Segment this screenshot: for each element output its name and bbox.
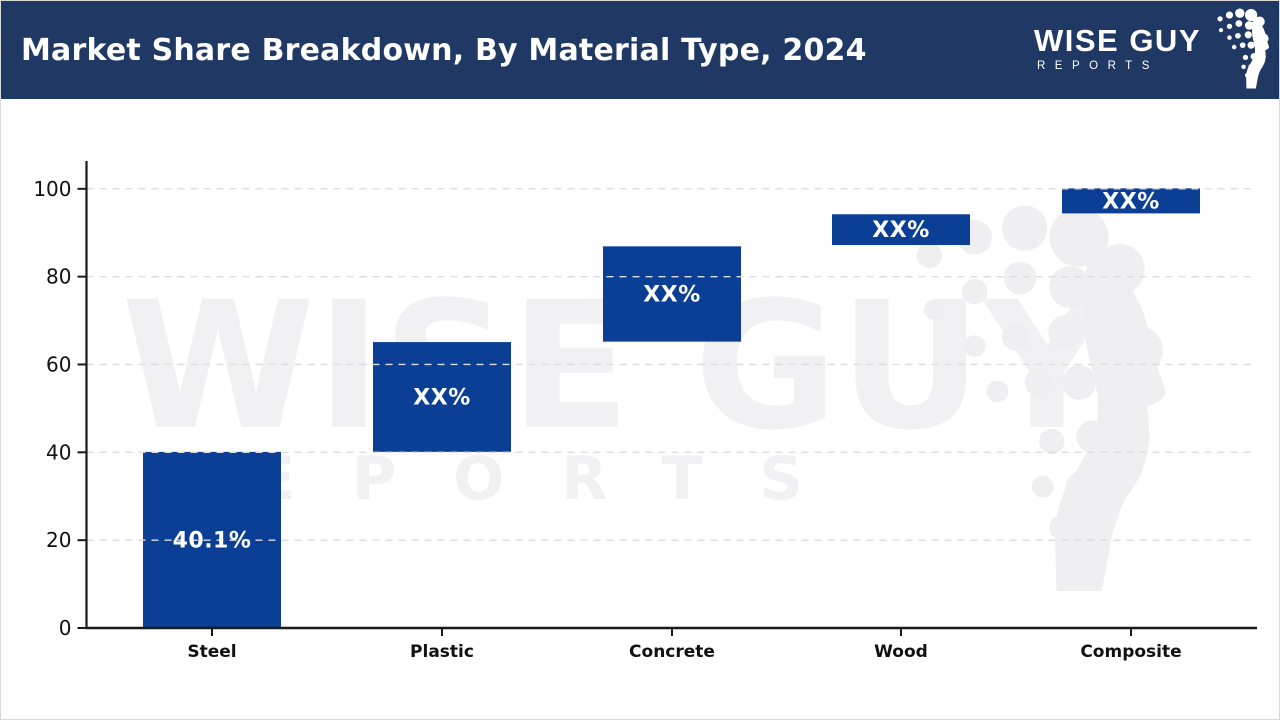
head-dot	[1227, 35, 1232, 40]
head-dot	[1231, 44, 1237, 50]
chart-title: Market Share Breakdown, By Material Type…	[21, 32, 867, 68]
y-tick-label: 40	[46, 440, 71, 464]
bar-value-label-plastic: XX%	[413, 385, 470, 410]
y-tick-label: 20	[46, 528, 71, 552]
category-label-concrete: Concrete	[629, 642, 715, 662]
head-dot	[1241, 64, 1246, 70]
category-label-steel: Steel	[187, 642, 236, 662]
category-label-wood: Wood	[874, 642, 928, 662]
logo-text: WISE GUY REPORTS	[1033, 23, 1201, 72]
head-dot	[1244, 31, 1252, 39]
y-tick-label: 0	[59, 616, 72, 640]
logo-subtext: REPORTS	[1036, 59, 1159, 72]
head-dot	[1242, 54, 1249, 61]
head-dot	[1247, 41, 1255, 49]
y-tick-label: 60	[46, 352, 71, 376]
head-dot	[1235, 8, 1245, 18]
wiseguy-head-icon	[1217, 8, 1269, 89]
bar-value-label-steel: 40.1%	[173, 528, 252, 553]
wiseguy-logo: WISE GUY REPORTS	[1034, 6, 1269, 90]
head-dot	[1244, 21, 1254, 30]
category-label-composite: Composite	[1080, 642, 1181, 662]
bar-value-label-composite: XX%	[1102, 189, 1159, 214]
logo-wordmark: WISE GUY	[1033, 23, 1201, 59]
bar-plastic	[373, 342, 511, 452]
head-dot	[1239, 42, 1246, 48]
head-dot	[1226, 23, 1233, 29]
head-dot	[1235, 32, 1241, 39]
y-tick-label: 80	[46, 265, 71, 289]
bar-wood	[832, 214, 970, 246]
head-dot	[1217, 16, 1223, 22]
head-profile	[1246, 16, 1269, 89]
category-label-plastic: Plastic	[410, 642, 474, 662]
head-dot	[1225, 11, 1234, 19]
head-dot	[1235, 20, 1243, 27]
bar-concrete	[603, 246, 741, 342]
head-dot	[1218, 28, 1224, 33]
y-tick-label: 100	[33, 177, 71, 201]
header-bar: Market Share Breakdown, By Material Type…	[1, 1, 1279, 99]
bar-value-label-concrete: XX%	[643, 282, 700, 307]
bar-value-label-wood: XX%	[872, 218, 929, 243]
